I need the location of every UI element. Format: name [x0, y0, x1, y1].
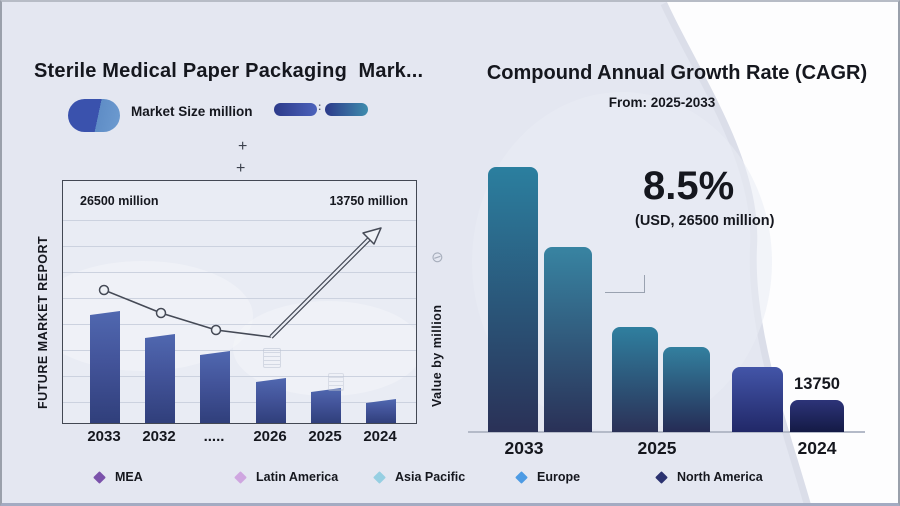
market-size-label: Market Size million: [131, 104, 253, 119]
diamond-icon: [515, 470, 528, 484]
diamond-icon: [93, 470, 106, 484]
cagr-bar-2024-2: [790, 400, 844, 432]
gridline: [63, 298, 416, 299]
legend-label: North America: [677, 470, 763, 484]
region-legend: MEA Latin America Asia Pacific Europe North …: [2, 470, 898, 486]
legend-item-latin-america: Latin America: [234, 470, 339, 484]
diamond-icon: [234, 470, 247, 484]
left-x-label: 2032: [142, 428, 176, 445]
cagr-x-label: 2024: [797, 438, 837, 458]
cagr-x-label: 2025: [637, 438, 677, 458]
plus-icon: +: [236, 160, 246, 177]
cagr-x-label: 2033: [504, 438, 544, 458]
cagr-subtitle: From: 2025-2033: [608, 95, 716, 110]
left-x-label: .....: [203, 428, 225, 445]
gridline: [63, 272, 416, 273]
annotation-13750: 13750 million: [329, 194, 408, 208]
left-x-label: 2024: [363, 428, 397, 445]
market-size-cylinder-icon: [68, 99, 120, 132]
gradient-pill-icon-right: [325, 103, 368, 116]
left-bar-2032: [145, 334, 175, 423]
gradient-pill-icon-left: [274, 103, 317, 116]
cagr-bar-2025-2: [663, 347, 710, 432]
cagr-value: 8.5%: [643, 164, 735, 208]
cagr-axis-line: [468, 431, 865, 433]
gridline: [63, 324, 416, 325]
plus-icon: +: [238, 138, 248, 155]
gridline: [63, 220, 416, 221]
annotation-26500: 26500 million: [80, 194, 159, 208]
trend-marker: [155, 307, 167, 319]
market-size-chart: 26500 million 13750 million: [62, 180, 417, 424]
ratio-separator: :: [318, 102, 322, 113]
legend-label: Europe: [537, 470, 581, 484]
cagr-bar-2024-1: [732, 367, 783, 432]
gridline: [63, 246, 416, 247]
trend-arrow-chart: [98, 227, 382, 339]
cagr-title: Compound Annual Growth Rate (CAGR): [486, 62, 868, 84]
legend-label: Latin America: [256, 470, 339, 484]
table-icon: [328, 373, 344, 391]
cagr-bar-2033-1: [488, 167, 538, 432]
diamond-icon: [655, 470, 668, 484]
left-x-label: 2026: [253, 428, 287, 445]
left-bar-.....: [200, 351, 230, 423]
bar-value-label: 13750: [794, 375, 840, 393]
cagr-x-axis-labels: 2033 2025 2024: [2, 438, 898, 460]
legend-item-north-america: North America: [655, 470, 763, 484]
table-icon: [263, 348, 281, 368]
legend-item-asia-pacific: Asia Pacific: [373, 470, 466, 484]
legend-item-mea: MEA: [93, 470, 143, 484]
trend-arrow-head: [362, 227, 382, 245]
cagr-bar-2033-2: [544, 247, 592, 432]
left-bar-2024: [366, 399, 396, 423]
trend-marker: [210, 324, 222, 336]
left-bar-2025: [311, 388, 341, 423]
gridline: [63, 376, 416, 377]
left-x-label: 2033: [87, 428, 121, 445]
left-bar-2026: [256, 378, 286, 423]
cagr-note: (USD, 26500 million): [635, 213, 775, 229]
left-panel-title: Sterile Medical Paper Packaging Mark...: [34, 60, 424, 82]
trend-arrow-inner: [270, 238, 370, 338]
diamond-icon: [373, 470, 386, 484]
trend-marker: [98, 284, 110, 296]
gridline: [63, 402, 416, 403]
cagr-bar-2025-1: [612, 327, 658, 432]
legend-label: MEA: [115, 470, 143, 484]
left-x-axis-labels: 2033 2032..... 2026 2025 2024: [62, 428, 417, 448]
legend-item-europe: Europe: [515, 470, 581, 484]
left-bar-2033: [90, 311, 120, 423]
value-by-million-label: Value by million: [430, 304, 444, 408]
legend-label: Asia Pacific: [395, 470, 466, 484]
white-curve-shape: [667, 2, 898, 503]
bracket-line-icon: [605, 275, 645, 293]
gridline: [63, 350, 416, 351]
left-x-label: 2025: [308, 428, 342, 445]
future-market-report-label: FUTURE MARKET REPORT: [36, 235, 50, 409]
trend-line: [103, 289, 272, 338]
